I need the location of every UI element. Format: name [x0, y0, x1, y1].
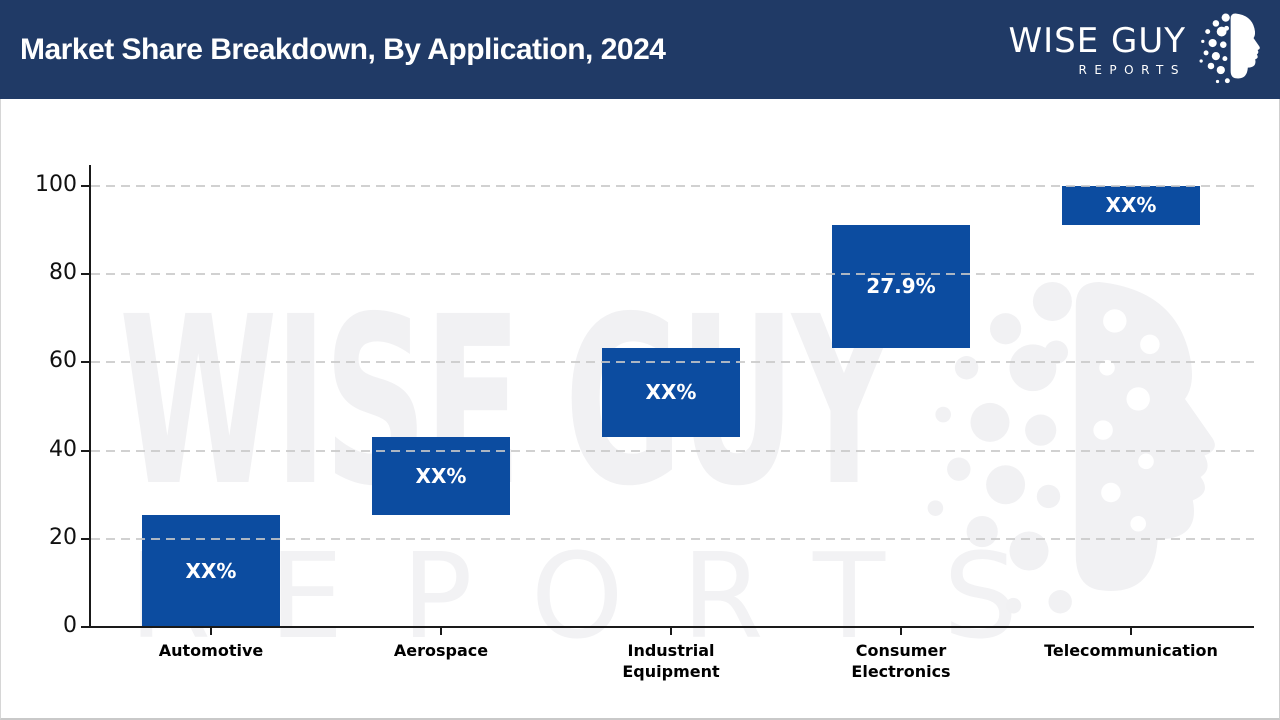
bar-value-label: XX% — [185, 559, 237, 583]
y-axis-tick — [81, 273, 90, 276]
y-axis-line — [89, 165, 91, 628]
header: Market Share Breakdown, By Application, … — [0, 0, 1280, 99]
bar-value-label: XX% — [645, 380, 697, 405]
gridline-60 — [91, 361, 1254, 364]
y-tick-label: 20 — [49, 524, 77, 550]
y-tick-label: 0 — [63, 613, 77, 638]
watermark-head-icon — [927, 281, 1215, 614]
y-tick-label: 80 — [49, 260, 77, 286]
chart-area: WISE GUY REPORTS XX — [0, 99, 1280, 720]
x-axis-tick — [1130, 628, 1132, 635]
bar-value-label: XX% — [1105, 193, 1157, 218]
x-axis-tick — [210, 628, 212, 635]
bar-automotive: XX% — [142, 515, 280, 627]
x-category-label: Industrial Equipment — [561, 640, 781, 682]
y-axis-tick — [81, 537, 90, 540]
logo-line1: WISE GUY — [1008, 20, 1186, 61]
x-category-label-line: Equipment — [622, 662, 720, 682]
logo-line2: REPORTS — [1078, 62, 1186, 77]
brand-logo: WISE GUY REPORTS — [1008, 7, 1270, 93]
x-axis-tick — [900, 628, 902, 635]
gridline-100 — [91, 185, 1254, 187]
page-title: Market Share Breakdown, By Application, … — [20, 32, 666, 66]
x-category-label: Telecommunication — [1021, 640, 1241, 661]
bar-value-label: XX% — [415, 463, 467, 488]
bar-aerospace: XX% — [372, 436, 510, 515]
x-category-label-line: Aerospace — [393, 641, 489, 660]
x-category-label: Automotive — [101, 640, 321, 661]
y-tick-label: 60 — [49, 348, 77, 374]
logo-wordmark: WISE GUY REPORTS — [1008, 24, 1186, 76]
x-axis-line — [89, 626, 1254, 628]
gridline-20 — [91, 537, 1254, 540]
y-axis-tick — [81, 185, 90, 187]
bar-telecommunication: XX% — [1062, 186, 1200, 225]
y-axis-tick — [81, 626, 90, 628]
x-axis-tick — [440, 628, 442, 635]
x-category-label-line: Automotive — [158, 641, 264, 660]
bar-consumer-electronics: 27.9% — [832, 224, 970, 348]
bar-value-label: 27.9% — [866, 274, 936, 299]
y-axis-tick — [81, 449, 90, 452]
x-category-label-line: Consumer — [855, 641, 947, 660]
logo-head-icon — [1199, 13, 1260, 83]
y-tick-label: 100 — [35, 172, 77, 197]
x-category-label: Consumer Electronics — [791, 640, 1011, 682]
y-tick-label: 40 — [49, 436, 77, 462]
gridline-80 — [91, 273, 1254, 276]
x-category-label: Aerospace — [331, 640, 551, 661]
x-category-label-line: Telecommunication — [1044, 641, 1218, 660]
y-axis-tick — [81, 361, 90, 364]
x-axis-tick — [670, 628, 672, 635]
x-category-label-line: Industrial — [627, 641, 715, 660]
gridline-40 — [91, 449, 1254, 452]
x-category-label-line: Electronics — [851, 662, 951, 682]
